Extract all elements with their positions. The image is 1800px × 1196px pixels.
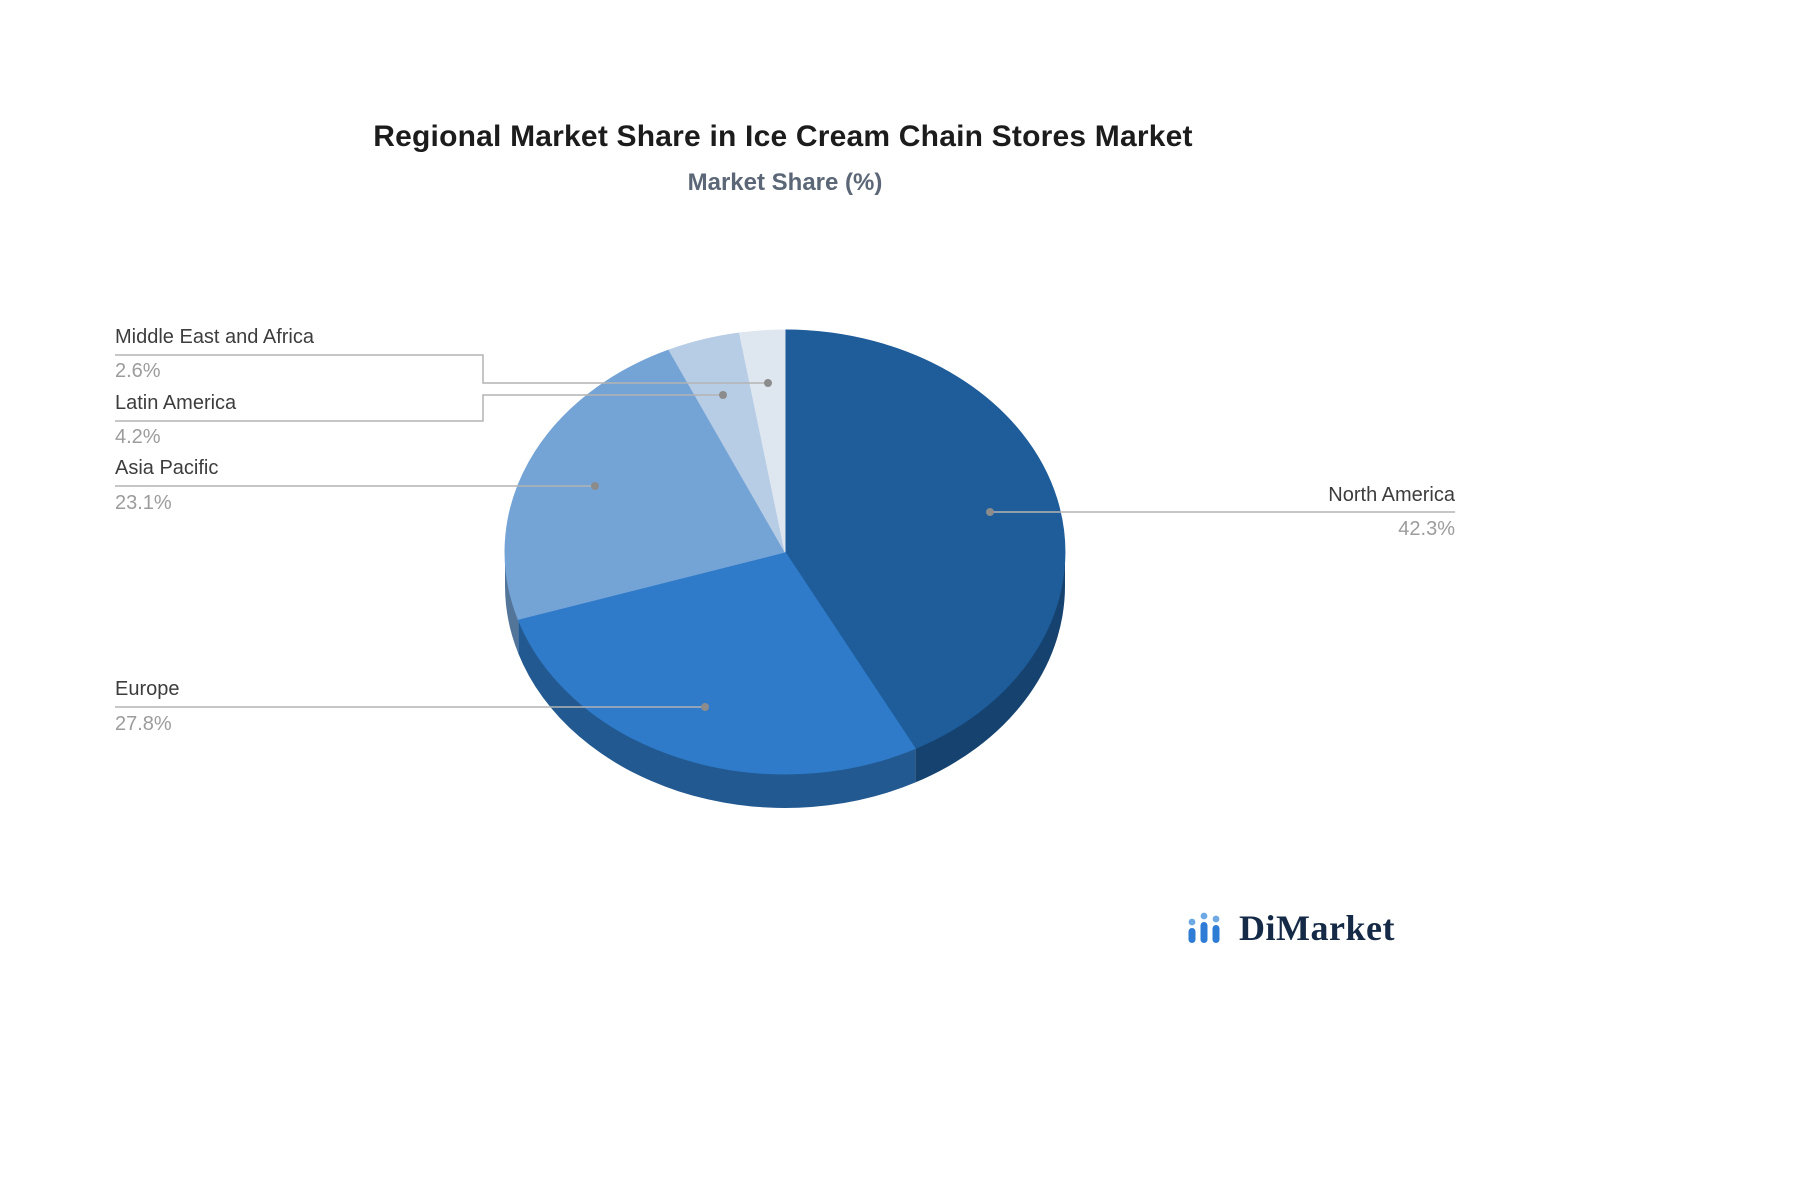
brand-logo: DiMarket [1185,906,1395,950]
callout-value-europe: 27.8% [115,713,172,735]
pie-slice-side-north-america [915,552,1065,783]
callout-value-north-america: 42.3% [1398,518,1455,540]
chart-subtitle: Market Share (%) [687,169,883,196]
pie-slice-side-asia-pacific [505,552,519,654]
leader-line-middle-east-and-africa [115,354,768,384]
chart-title: Regional Market Share in Ice Cream Chain… [373,120,1193,153]
leader-dot-middle-east-and-africa [764,379,772,387]
callout-label-europe: Europe [115,678,180,700]
callout-value-latin-america: 4.2% [115,426,161,448]
callout-label-latin-america: Latin America [115,392,237,414]
callout-label-asia-pacific: Asia Pacific [115,457,219,479]
brand-wordmark: DiMarket [1239,908,1395,948]
pie-slice-asia-pacific [504,349,786,620]
pie-slice-europe [517,551,916,775]
callout-label-north-america: North America [1328,484,1455,506]
callout-value-middle-east-and-africa: 2.6% [115,360,161,382]
pie-slice-north-america [784,329,1066,750]
callout-value-asia-pacific: 23.1% [115,492,172,514]
callout-label-middle-east-and-africa: Middle East and Africa [115,326,314,348]
leader-dot-europe [701,703,709,711]
leader-dot-asia-pacific [591,482,599,490]
leader-dot-north-america [986,508,994,516]
bar-chart-icon [1188,912,1220,943]
pie-slice-side-europe [518,619,916,808]
leader-line-latin-america [115,394,723,422]
pie-slice-middle-east-and-africa [738,329,786,553]
leader-dot-latin-america [719,391,727,399]
